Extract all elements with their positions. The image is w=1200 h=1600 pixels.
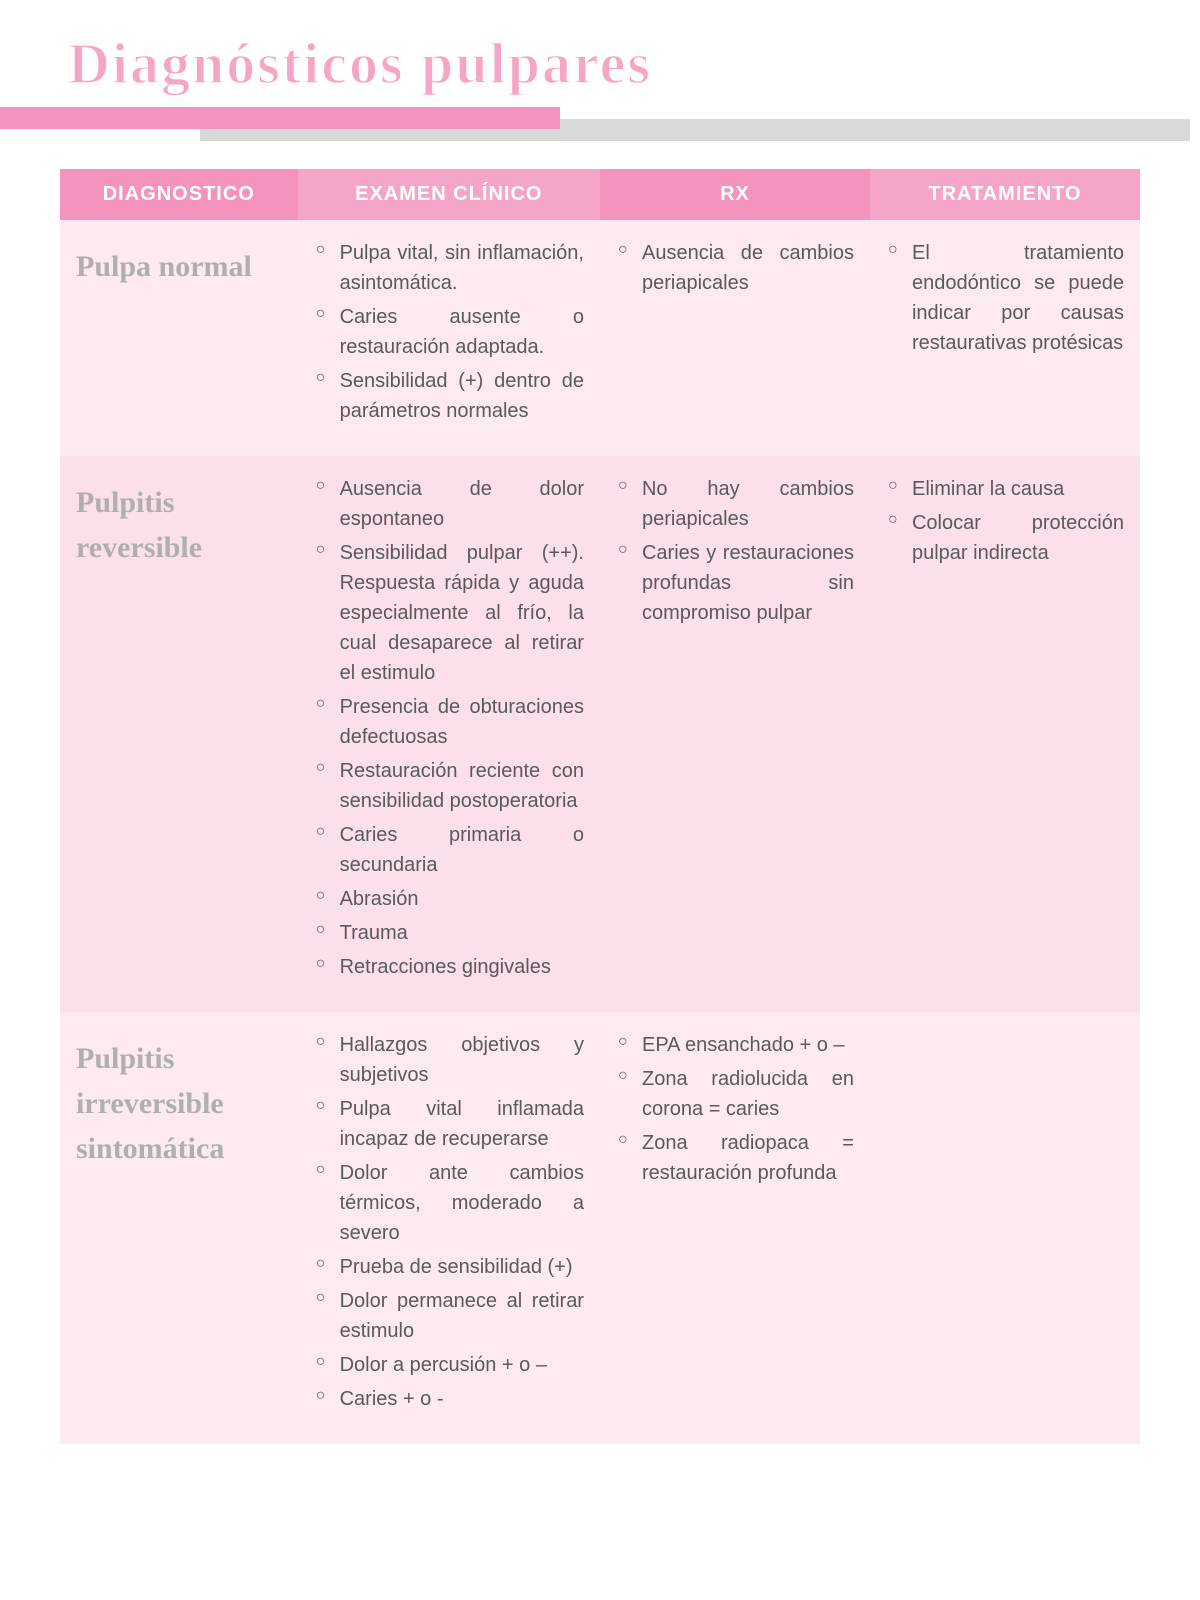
list-item: Zona radiopaca = restauración profunda (616, 1128, 854, 1188)
list-item: Caries y restauraciones profundas sin co… (616, 538, 854, 628)
cell-examen-list: Hallazgos objetivos y subjetivosPulpa vi… (314, 1030, 584, 1414)
table-body: Pulpa normal Pulpa vital, sin inflamación… (60, 220, 1140, 1444)
cell-rx: Ausencia de cambios periapicales (600, 220, 870, 456)
cell-tratamiento-list: El tratamiento endodóntico se puede indi… (886, 238, 1124, 358)
col-tratamiento: TRATAMIENTO (870, 169, 1140, 220)
list-item: Caries primaria o secundaria (314, 820, 584, 880)
cell-examen: Pulpa vital, sin inflamación, asintomáti… (298, 220, 600, 456)
col-diagnostico: DIAGNOSTICO (60, 169, 298, 220)
cell-tratamiento: El tratamiento endodóntico se puede indi… (870, 220, 1140, 456)
list-item: Caries + o - (314, 1384, 584, 1414)
cell-examen: Ausencia de dolor espontaneoSensibilidad… (298, 456, 600, 1012)
table-header-row: DIAGNOSTICO EXAMEN CLÍNICO RX TRATAMIENT… (60, 169, 1140, 220)
cell-rx: EPA ensanchado + o – Zona radiolucida en … (600, 1012, 870, 1444)
cell-examen-list: Pulpa vital, sin inflamación, asintomáti… (314, 238, 584, 426)
col-rx: RX (600, 169, 870, 220)
page-title: Diagnósticos pulpares (68, 30, 1140, 97)
cell-tratamiento-list: Eliminar la causa Colocar protección pulp… (886, 474, 1124, 568)
col-examen-clinico: EXAMEN CLÍNICO (298, 169, 600, 220)
list-item: Trauma (314, 918, 584, 948)
cell-rx-list: No hay cambios periapicalesCaries y rest… (616, 474, 854, 628)
list-item: Colocar protección pulpar indirecta (886, 508, 1124, 568)
table-row: Pulpitis reversible Ausencia de dolor esp… (60, 456, 1140, 1012)
cell-tratamiento (870, 1012, 1140, 1444)
cell-rx-list: Ausencia de cambios periapicales (616, 238, 854, 298)
list-item: Sensibilidad pulpar (++). Respuesta rápi… (314, 538, 584, 688)
list-item: Dolor permanece al retirar estimulo (314, 1286, 584, 1346)
list-item: Retracciones gingivales (314, 952, 584, 982)
diagnosis-label: Pulpitis reversible (76, 474, 282, 570)
list-item: Hallazgos objetivos y subjetivos (314, 1030, 584, 1090)
list-item: Zona radiolucida en corona = caries (616, 1064, 854, 1124)
cell-diagnostico: Pulpa normal (60, 220, 298, 456)
cell-examen-list: Ausencia de dolor espontaneoSensibilidad… (314, 474, 584, 982)
table-row: Pulpitis irreversible sintomáticaHallazg… (60, 1012, 1140, 1444)
diagnosis-label: Pulpa normal (76, 238, 282, 289)
list-item: El tratamiento endodóntico se puede indi… (886, 238, 1124, 358)
page: Diagnósticos pulpares DIAGNOSTICO EXAMEN… (0, 0, 1200, 1484)
list-item: Pulpa vital inflamada incapaz de recuper… (314, 1094, 584, 1154)
list-item: Dolor ante cambios térmicos, moderado a … (314, 1158, 584, 1248)
cell-diagnostico: Pulpitis irreversible sintomática (60, 1012, 298, 1444)
list-item: Caries ausente o restauración adaptada. (314, 302, 584, 362)
list-item: Sensibilidad (+) dentro de parámetros no… (314, 366, 584, 426)
list-item: Ausencia de dolor espontaneo (314, 474, 584, 534)
cell-examen: Hallazgos objetivos y subjetivosPulpa vi… (298, 1012, 600, 1444)
table-row: Pulpa normal Pulpa vital, sin inflamación… (60, 220, 1140, 456)
title-bar-pink (0, 107, 560, 129)
cell-diagnostico: Pulpitis reversible (60, 456, 298, 1012)
diagnosis-table: DIAGNOSTICO EXAMEN CLÍNICO RX TRATAMIENT… (60, 169, 1140, 1444)
list-item: Abrasión (314, 884, 584, 914)
list-item: Ausencia de cambios periapicales (616, 238, 854, 298)
list-item: No hay cambios periapicales (616, 474, 854, 534)
list-item: Eliminar la causa (886, 474, 1124, 504)
diagnosis-label: Pulpitis irreversible sintomática (76, 1030, 282, 1171)
list-item: EPA ensanchado + o – (616, 1030, 854, 1060)
cell-rx-list: EPA ensanchado + o – Zona radiolucida en … (616, 1030, 854, 1188)
list-item: Dolor a percusión + o – (314, 1350, 584, 1380)
list-item: Pulpa vital, sin inflamación, asintomáti… (314, 238, 584, 298)
cell-tratamiento: Eliminar la causa Colocar protección pulp… (870, 456, 1140, 1012)
list-item: Prueba de sensibilidad (+) (314, 1252, 584, 1282)
title-underline (0, 107, 1200, 129)
list-item: Restauración reciente con sensibilidad p… (314, 756, 584, 816)
list-item: Presencia de obturaciones defectuosas (314, 692, 584, 752)
cell-rx: No hay cambios periapicalesCaries y rest… (600, 456, 870, 1012)
